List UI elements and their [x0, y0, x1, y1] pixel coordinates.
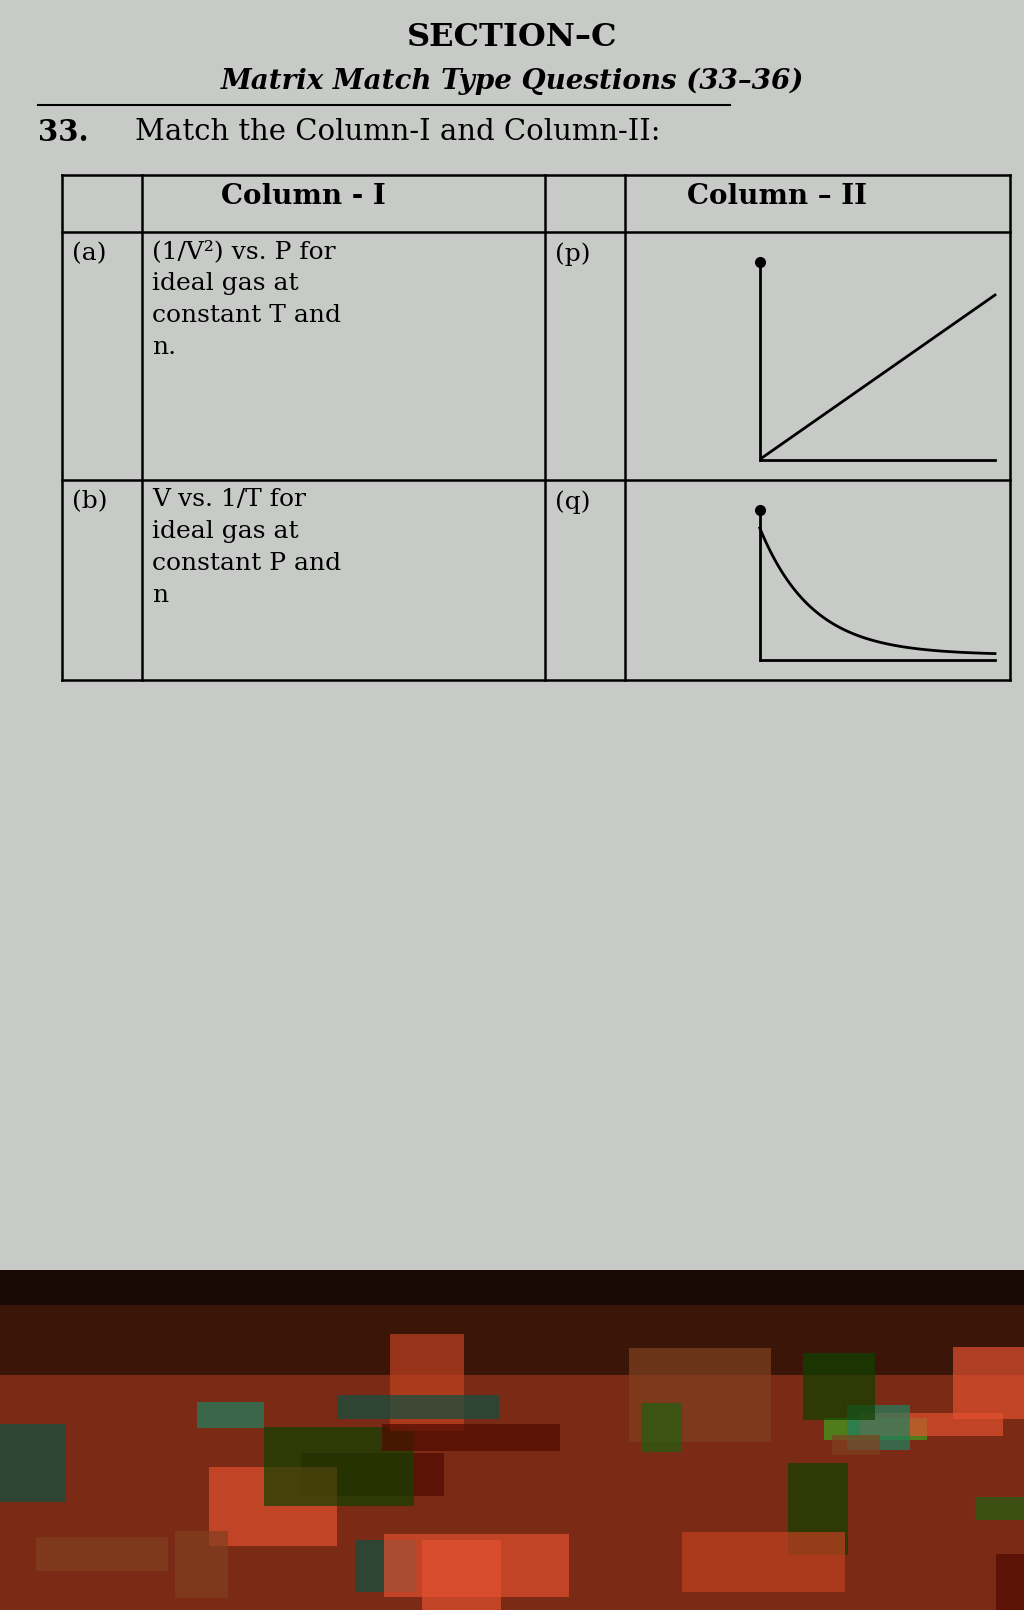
Bar: [824, 1418, 927, 1439]
Text: 33.: 33.: [38, 118, 89, 147]
Text: constant T and: constant T and: [152, 304, 341, 327]
Text: SECTION–C: SECTION–C: [407, 23, 617, 53]
Bar: [382, 1423, 560, 1451]
Bar: [355, 1541, 415, 1592]
Text: (q): (q): [555, 489, 591, 514]
Bar: [0, 1375, 1024, 1610]
Text: Matrix Match Type Questions (33–36): Matrix Match Type Questions (33–36): [220, 68, 804, 95]
Bar: [847, 1406, 910, 1451]
Bar: [301, 1452, 444, 1496]
Bar: [975, 1497, 1024, 1520]
Text: Column - I: Column - I: [220, 184, 385, 209]
Bar: [629, 1348, 771, 1443]
Bar: [209, 1467, 337, 1546]
Bar: [788, 1463, 848, 1555]
Bar: [0, 1306, 1024, 1375]
Text: ideal gas at: ideal gas at: [152, 272, 299, 295]
Bar: [803, 1352, 874, 1420]
Bar: [0, 1270, 1024, 1306]
Text: Match the Column-I and Column-II:: Match the Column-I and Column-II:: [135, 118, 660, 147]
Text: n.: n.: [152, 336, 176, 359]
Text: n: n: [152, 584, 168, 607]
Bar: [860, 1414, 1002, 1436]
Bar: [422, 1541, 501, 1610]
Text: Column – II: Column – II: [687, 184, 867, 209]
Bar: [175, 1531, 228, 1599]
Text: (b): (b): [72, 489, 108, 514]
Text: (p): (p): [555, 242, 591, 266]
Bar: [953, 1348, 1024, 1418]
Text: (a): (a): [72, 242, 106, 266]
Bar: [36, 1538, 168, 1571]
Bar: [390, 1335, 464, 1431]
Bar: [264, 1426, 414, 1505]
Bar: [641, 1402, 682, 1452]
Bar: [0, 1423, 65, 1502]
Text: V vs. 1/T for: V vs. 1/T for: [152, 488, 306, 510]
Bar: [682, 1533, 845, 1592]
Bar: [337, 1394, 499, 1418]
Text: ideal gas at: ideal gas at: [152, 520, 299, 543]
Bar: [197, 1402, 264, 1428]
Bar: [384, 1534, 569, 1597]
Bar: [996, 1554, 1024, 1610]
Text: (1/V²) vs. P for: (1/V²) vs. P for: [152, 240, 336, 262]
Bar: [831, 1435, 880, 1455]
Text: constant P and: constant P and: [152, 552, 341, 575]
